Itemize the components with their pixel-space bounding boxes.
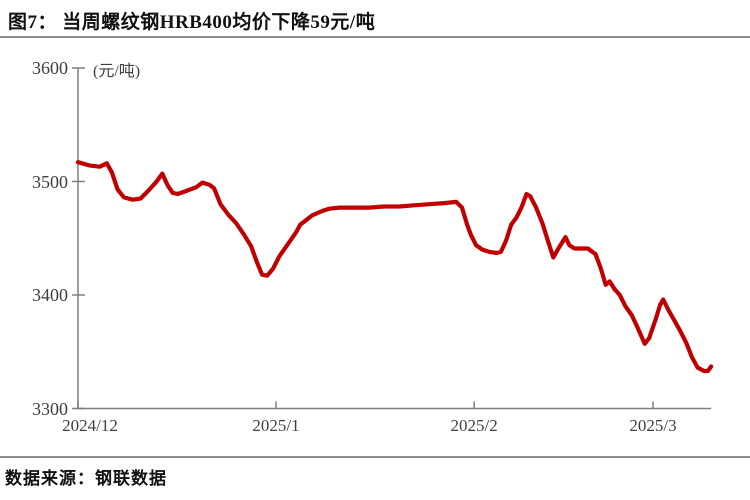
source-divider-line: [0, 456, 750, 458]
y-tick-label: 3600: [32, 58, 68, 78]
figure-title: 图7： 当周螺纹钢HRB400均价下降59元/吨: [8, 12, 376, 33]
x-tick-label: 2025/3: [629, 415, 677, 435]
axis-lines: [77, 68, 712, 410]
y-axis-unit-label: (元/吨): [93, 63, 141, 80]
x-tick-label: 2025/1: [252, 415, 300, 435]
rebar-price-line-chart: (元/吨) 3600 3500 3400 3300 2024/12 2025/1 2025…: [0, 40, 750, 450]
x-tick-label: 2024/12: [62, 415, 118, 435]
y-tick-label: 3400: [32, 285, 68, 305]
price-line-series: [75, 160, 714, 374]
data-source-label: 数据来源：钢联数据: [5, 469, 167, 488]
y-tick-label: 3500: [32, 171, 68, 192]
chart-canvas: [72, 67, 714, 410]
x-tick-label: 2025/2: [450, 415, 498, 435]
title-divider-line: [0, 36, 750, 38]
y-tick-label: 3300: [32, 398, 68, 419]
